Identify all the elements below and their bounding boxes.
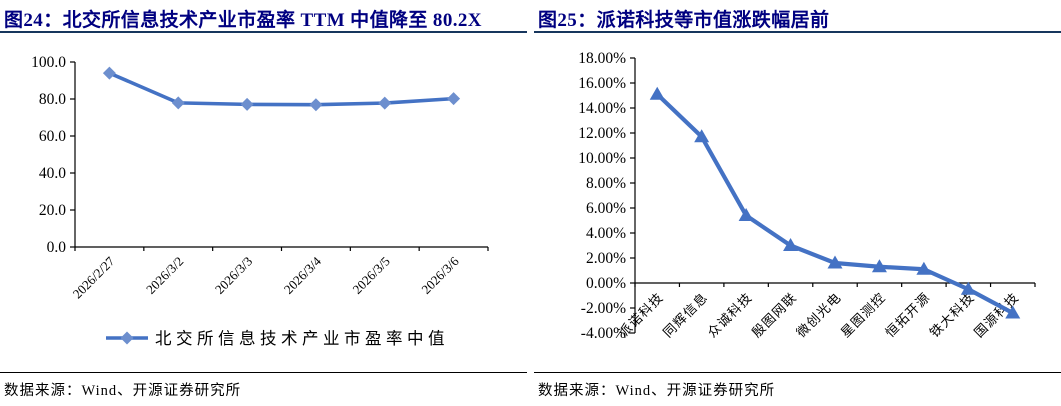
data-point-marker <box>378 96 392 110</box>
y-tick-label: 0.0 <box>47 239 67 256</box>
x-category-label: 2026/3/5 <box>350 254 393 297</box>
y-tick-label: 40.0 <box>39 165 66 182</box>
pe-ttm-median-line-chart: 0.0 20.0 40.0 60.0 80.0 100.0 2026/2/27 2026/3/… <box>31 54 489 348</box>
x-category-label: 殷图网联 <box>749 290 800 341</box>
data-point-marker <box>1005 305 1021 319</box>
y-tick-label: 4.00% <box>586 225 626 242</box>
data-point-marker <box>960 281 976 295</box>
figure-25-source-divider <box>534 372 1061 373</box>
y-tick-label: 20.0 <box>39 202 66 219</box>
series-line <box>655 92 1015 316</box>
data-point-marker <box>171 96 185 110</box>
x-category-label: 同辉信息 <box>660 290 711 341</box>
x-category-label: 2026/3/4 <box>281 253 325 297</box>
figure-24-panel: 图24：北交所信息技术产业市盈率 TTM 中值降至 80.2X 0.0 20.0 4… <box>0 0 527 406</box>
figure-24-title: 图24：北交所信息技术产业市盈率 TTM 中值降至 80.2X <box>4 10 482 31</box>
y-tick-label: 60.0 <box>39 128 66 145</box>
data-point-marker <box>102 66 116 80</box>
x-category-label: 铁大科技 <box>927 290 978 341</box>
data-point-marker <box>447 92 461 106</box>
legend-marker <box>120 331 134 345</box>
market-cap-change-line-chart: -4.00% -2.00% 0.00% 2.00% 4.00% 6.00% 8.00% 10.… <box>578 50 1036 342</box>
x-category-label: 2026/3/3 <box>212 254 255 297</box>
y-tick-label: 2.00% <box>586 250 626 267</box>
y-tick-label: 80.0 <box>39 91 66 108</box>
x-category-label: 恒拓开源 <box>882 290 933 341</box>
y-tick-label: 14.00% <box>578 100 626 117</box>
data-point-marker <box>649 86 665 100</box>
x-category-label: 2026/2/27 <box>70 253 118 301</box>
data-point-marker <box>871 259 887 273</box>
data-point-marker <box>309 98 323 112</box>
legend-label: 北交所信息技术产业市盈率中值 <box>155 329 449 348</box>
figure-24-data-source: 数据来源：Wind、开源证券研究所 <box>4 383 242 399</box>
y-tick-label: 16.00% <box>578 75 626 92</box>
x-category-label: 微创光电 <box>793 290 844 341</box>
figure-25-data-source: 数据来源：Wind、开源证券研究所 <box>538 383 776 399</box>
y-tick-label: 12.00% <box>578 125 626 142</box>
y-tick-label: -4.00% <box>581 325 626 342</box>
x-category-label: 众诚科技 <box>704 290 755 341</box>
x-category-label: 2026/3/6 <box>418 253 462 297</box>
data-point-marker <box>694 129 710 143</box>
y-tick-label: 100.0 <box>31 54 66 71</box>
data-point-marker <box>240 97 254 111</box>
y-tick-label: 10.00% <box>578 150 626 167</box>
data-point-marker <box>738 208 754 221</box>
x-category-label: 2026/3/2 <box>143 254 186 297</box>
figure-24-title-underline <box>0 31 527 33</box>
figure-24-source-divider <box>0 372 527 373</box>
data-point-marker <box>783 238 799 251</box>
y-tick-label: -2.00% <box>581 300 626 317</box>
figure-25-title: 图25：派诺科技等市值涨跌幅居前 <box>538 10 830 31</box>
y-tick-label: 18.00% <box>578 50 626 67</box>
figure-25-title-underline <box>534 31 1061 33</box>
data-point-marker <box>916 261 932 275</box>
y-tick-label: 6.00% <box>586 200 626 217</box>
data-point-marker <box>827 255 843 269</box>
x-category-label: 星图测控 <box>838 290 889 341</box>
y-tick-label: 8.00% <box>586 175 626 192</box>
figure-25-panel: 图25：派诺科技等市值涨跌幅居前 -4.00% -2.00% 0.00% 2.00% 4… <box>534 0 1061 406</box>
series-line <box>107 71 456 107</box>
y-tick-label: 0.00% <box>586 275 626 292</box>
